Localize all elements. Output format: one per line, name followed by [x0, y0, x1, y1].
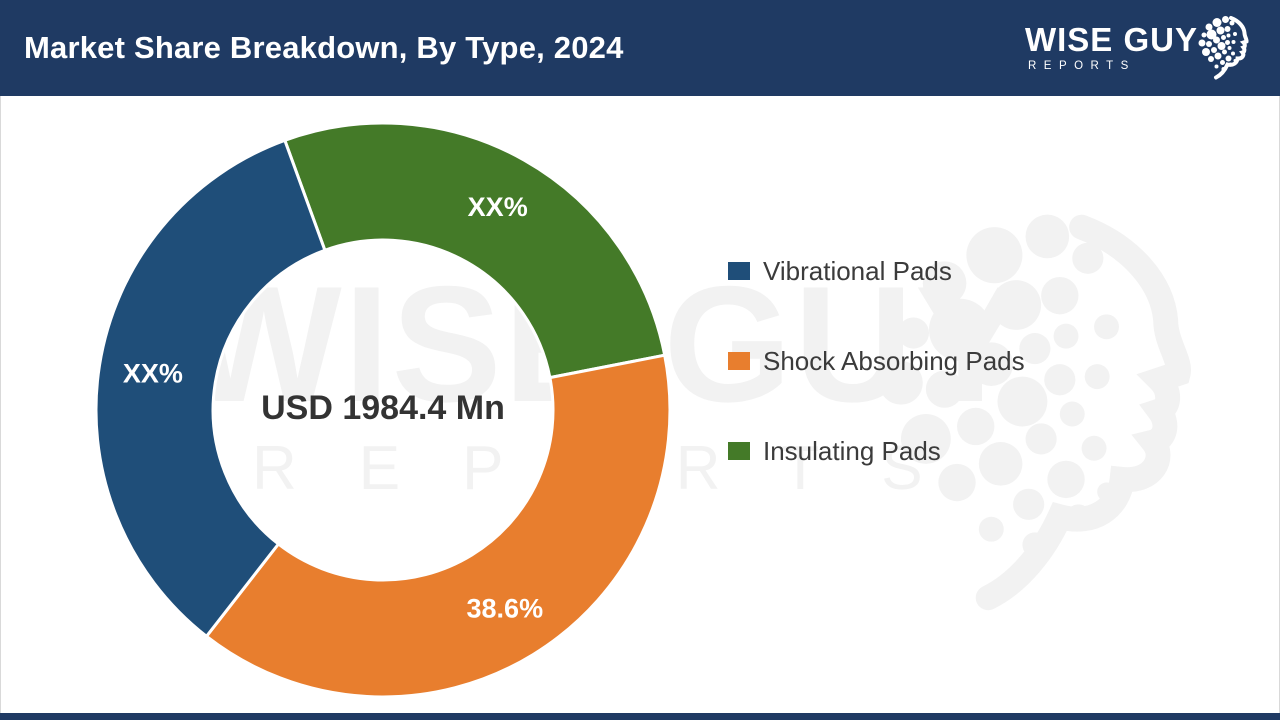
legend-swatch-green	[728, 442, 750, 460]
legend-item-insulating-pads: Insulating Pads	[728, 433, 1025, 469]
slice-insulating-pads	[283, 121, 667, 380]
legend-item-vibrational-pads: Vibrational Pads	[728, 253, 1025, 289]
wiseguy-logo: WISE GUY REPORTS	[1025, 10, 1254, 86]
legend-label: Shock Absorbing Pads	[763, 345, 1025, 376]
chart-legend: Vibrational Pads Shock Absorbing Pads In…	[728, 253, 1025, 469]
logo-wordmark: WISE GUY	[1024, 21, 1198, 59]
footer-bar	[0, 713, 1280, 720]
logo-subtitle: REPORTS	[1027, 60, 1136, 73]
legend-swatch-orange	[728, 352, 750, 370]
legend-item-shock-absorbing-pads: Shock Absorbing Pads	[728, 343, 1025, 379]
legend-label: Insulating Pads	[763, 435, 941, 466]
chart-center-value: USD 1984.4 Mn	[261, 389, 505, 427]
legend-label: Vibrational Pads	[763, 255, 952, 286]
slice-label-insulating-pads: XX%	[468, 192, 528, 222]
slice-vibrational-pads	[94, 138, 327, 638]
slice-shock-absorbing-pads	[205, 353, 672, 699]
slice-label-vibrational-pads: XX%	[123, 359, 183, 389]
logo-text: WISE GUY REPORTS	[1025, 23, 1198, 73]
legend-swatch-blue	[728, 262, 750, 280]
page-title: Market Share Breakdown, By Type, 2024	[24, 30, 624, 65]
header: Market Share Breakdown, By Type, 2024 WI…	[0, 0, 1280, 96]
slice-label-shock-absorbing-pads: 38.6%	[467, 594, 544, 624]
